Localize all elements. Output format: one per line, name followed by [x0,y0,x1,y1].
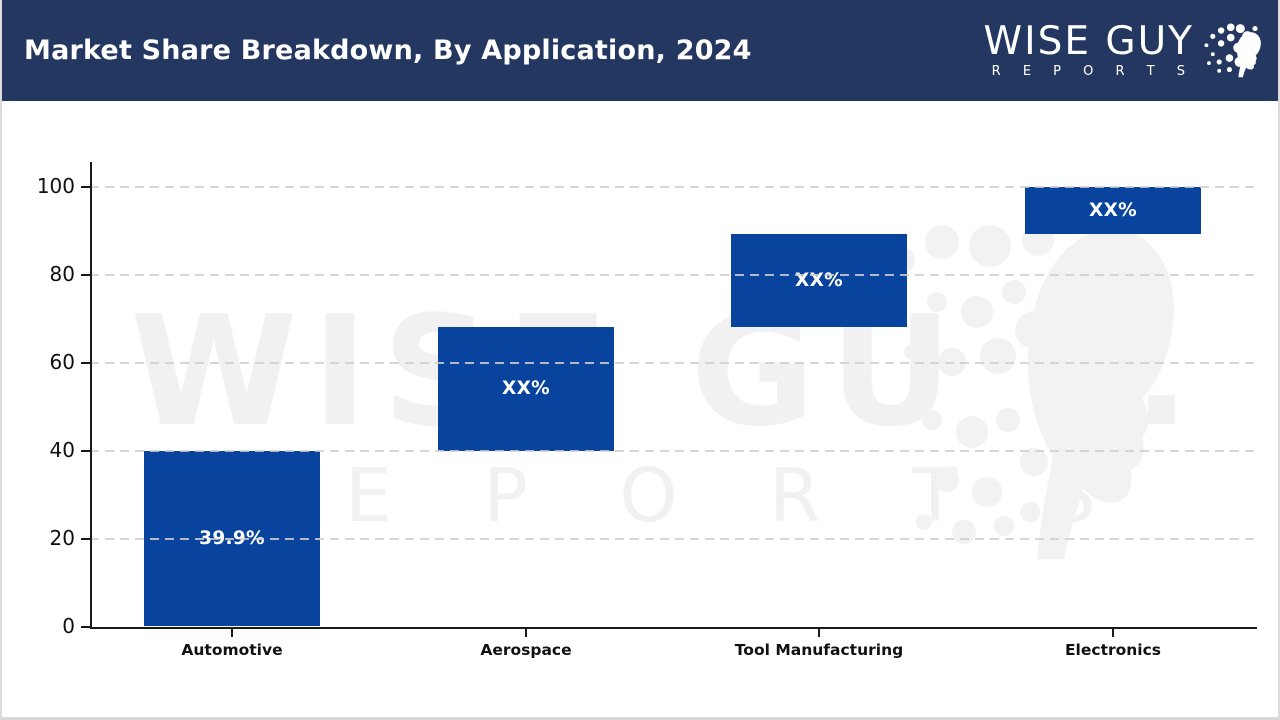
bar-value-label-electronics: XX% [1089,199,1137,221]
dotted-face-icon [1204,22,1261,77]
y-tick-label-20: 20 [49,525,75,550]
y-tick-20 [81,537,90,540]
x-tick-electronics [1112,627,1114,637]
y-tick-40 [81,449,90,452]
bar-value-label-aerospace: XX% [502,378,550,400]
bar-tool-manufacturing: XX% [731,234,907,327]
gridline-60 [90,361,1257,364]
logo-subtitle: R E P O R T S [991,64,1194,79]
chart-plot-area: WISE GU Y. R E P O R T S 0 20 40 60 80 100 39.… [2,101,1280,717]
y-tick-label-80: 80 [49,261,75,286]
y-axis-line [90,162,92,629]
bar-aerospace: XX% [438,326,614,451]
x-tick-label-electronics: Electronics [1064,640,1162,659]
x-tick-label-tool-manufacturing: Tool Manufacturing [734,640,904,659]
y-tick-60 [81,361,90,364]
x-tick-label-automotive: Automotive [181,640,283,659]
y-tick-label-0: 0 [62,613,75,638]
x-axis-line [90,626,1257,629]
y-tick-0 [81,625,90,628]
gridline-100 [90,185,1257,188]
chart-title: Market Share Breakdown, By Application, … [24,35,752,66]
x-tick-label-aerospace: Aerospace [480,640,572,659]
x-tick-aerospace [525,627,527,637]
gridline-80 [90,273,1257,276]
y-tick-label-40: 40 [49,437,75,462]
bar-electronics: XX% [1025,186,1201,235]
gridline-20 [90,537,1257,540]
x-tick-automotive [231,627,233,637]
logo-text: WISE GUY R E P O R T S [983,19,1194,80]
logo-wordmark: WISE GUY [983,19,1194,64]
header-band: Market Share Breakdown, By Application, … [2,0,1278,101]
wise-guy-reports-logo: WISE GUY R E P O R T S [984,8,1264,94]
gridline-40 [90,449,1257,452]
y-tick-100 [81,185,90,188]
y-tick-label-100: 100 [36,173,75,198]
y-tick-80 [81,273,90,276]
watermark-subtitle: R E P O R T S [202,453,1130,539]
x-tick-tool-manufacturing [818,627,820,637]
y-tick-label-60: 60 [49,349,75,374]
